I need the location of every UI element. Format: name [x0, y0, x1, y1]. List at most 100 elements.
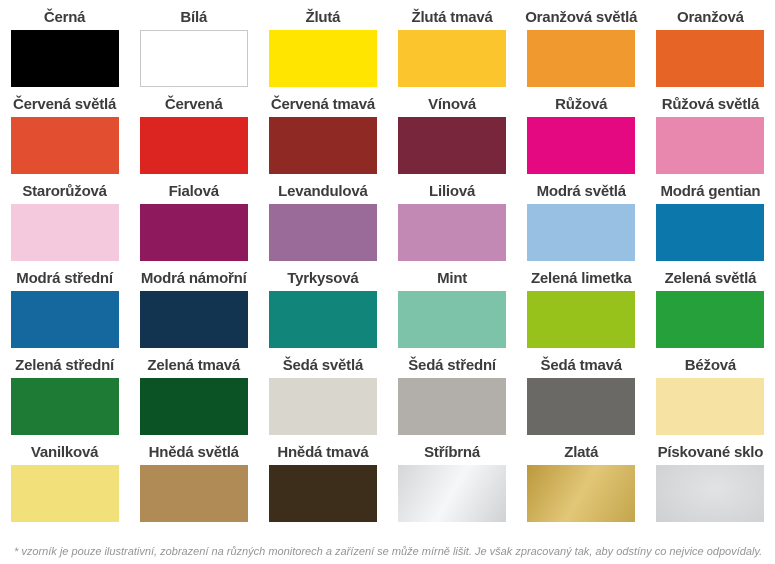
color-swatch [268, 117, 377, 174]
color-swatch [139, 204, 248, 261]
swatch-cell: Zelená limetka [517, 263, 646, 350]
disclaimer-note: * vzorník je pouze ilustrativní, zobraze… [14, 546, 763, 558]
color-name-label: Béžová [684, 357, 737, 374]
color-swatch [527, 291, 636, 348]
swatch-cell: Oranžová [646, 2, 775, 89]
color-swatch [656, 378, 765, 435]
swatch-cell: Zelená tmavá [129, 350, 258, 437]
swatch-cell: Zelená střední [0, 350, 129, 437]
swatch-cell: Šedá střední [388, 350, 517, 437]
color-name-label: Vínová [428, 96, 477, 113]
swatch-cell: Fialová [129, 176, 258, 263]
color-name-label: Starorůžová [22, 183, 107, 200]
color-swatch [398, 465, 507, 522]
color-swatch [656, 204, 765, 261]
swatch-cell: Pískované sklo [646, 437, 775, 524]
swatch-cell: Tyrkysová [258, 263, 387, 350]
color-name-label: Pískované sklo [657, 444, 764, 461]
color-swatch [527, 465, 636, 522]
color-name-label: Červená světlá [13, 96, 117, 113]
color-swatch [527, 378, 636, 435]
swatch-grid: Černá Bílá Žlutá Žlutá tmavá Oranžová sv… [0, 2, 775, 524]
color-name-label: Červená [164, 96, 223, 113]
swatch-cell: Vanilková [0, 437, 129, 524]
color-swatch [10, 30, 119, 87]
swatch-cell: Oranžová světlá [517, 2, 646, 89]
swatch-cell: Modrá střední [0, 263, 129, 350]
color-name-label: Oranžová světlá [525, 9, 638, 26]
color-name-label: Hnědá světlá [148, 444, 239, 461]
color-swatch [398, 117, 507, 174]
color-swatch [268, 291, 377, 348]
color-name-label: Šedá střední [408, 357, 496, 374]
color-name-label: Červená tmavá [270, 96, 375, 113]
color-swatch [10, 465, 119, 522]
color-swatch [527, 117, 636, 174]
swatch-cell: Vínová [388, 89, 517, 176]
swatch-cell: Modrá gentian [646, 176, 775, 263]
swatch-cell: Liliová [388, 176, 517, 263]
color-name-label: Mint [437, 270, 468, 287]
color-name-label: Modrá gentian [660, 183, 761, 200]
color-name-label: Modrá námořní [140, 270, 247, 287]
color-swatch [139, 465, 248, 522]
swatch-cell: Modrá námořní [129, 263, 258, 350]
color-name-label: Zelená limetka [530, 270, 632, 287]
swatch-cell: Červená světlá [0, 89, 129, 176]
swatch-cell: Hnědá tmavá [258, 437, 387, 524]
color-swatch [139, 378, 248, 435]
color-name-label: Oranžová [677, 9, 744, 26]
color-swatch [656, 117, 765, 174]
color-name-label: Vanilková [30, 444, 99, 461]
swatch-cell: Žlutá tmavá [388, 2, 517, 89]
swatch-cell: Šedá tmavá [517, 350, 646, 437]
color-name-label: Stříbrná [424, 444, 481, 461]
color-swatch [10, 291, 119, 348]
swatch-cell: Stříbrná [388, 437, 517, 524]
color-swatch [656, 465, 765, 522]
color-swatch [139, 117, 248, 174]
color-name-label: Modrá střední [16, 270, 113, 287]
swatch-cell: Růžová světlá [646, 89, 775, 176]
color-swatch [398, 378, 507, 435]
swatch-cell: Mint [388, 263, 517, 350]
swatch-cell: Modrá světlá [517, 176, 646, 263]
swatch-cell: Černá [0, 2, 129, 89]
color-swatch [268, 30, 377, 87]
color-swatch [527, 204, 636, 261]
swatch-cell: Bílá [129, 2, 258, 89]
swatch-cell: Béžová [646, 350, 775, 437]
swatch-cell: Červená tmavá [258, 89, 387, 176]
color-name-label: Fialová [168, 183, 219, 200]
color-swatch [10, 204, 119, 261]
color-swatch [139, 30, 248, 87]
color-name-label: Modrá světlá [536, 183, 627, 200]
color-name-label: Tyrkysová [287, 270, 359, 287]
swatch-cell: Levandulová [258, 176, 387, 263]
color-name-label: Šedá světlá [282, 357, 364, 374]
color-swatch [656, 30, 765, 87]
color-name-label: Zelená tmavá [147, 357, 241, 374]
color-name-label: Černá [43, 9, 86, 26]
swatch-cell: Zelená světlá [646, 263, 775, 350]
color-name-label: Liliová [429, 183, 476, 200]
color-name-label: Zelená světlá [664, 270, 757, 287]
color-swatch [398, 204, 507, 261]
color-swatch [10, 117, 119, 174]
color-swatch [398, 30, 507, 87]
color-swatch [527, 30, 636, 87]
color-name-label: Levandulová [278, 183, 368, 200]
color-swatch [268, 204, 377, 261]
color-name-label: Zelená střední [15, 357, 115, 374]
swatch-cell: Červená [129, 89, 258, 176]
swatch-cell: Zlatá [517, 437, 646, 524]
color-name-label: Růžová světlá [661, 96, 760, 113]
swatch-cell: Hnědá světlá [129, 437, 258, 524]
swatch-cell: Starorůžová [0, 176, 129, 263]
color-name-label: Žlutá [305, 9, 341, 26]
color-swatch [398, 291, 507, 348]
color-swatch [656, 291, 765, 348]
color-swatch [268, 465, 377, 522]
color-swatch [268, 378, 377, 435]
